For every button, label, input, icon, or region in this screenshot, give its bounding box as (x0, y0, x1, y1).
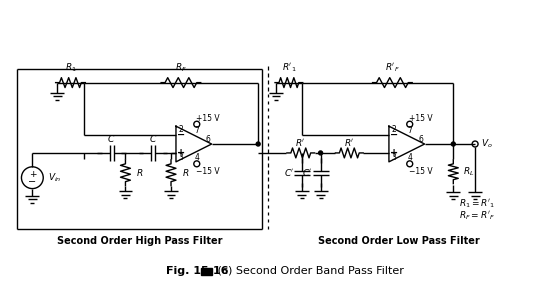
Text: 7: 7 (194, 126, 199, 135)
Text: (c) Second Order Band Pass Filter: (c) Second Order Band Pass Filter (214, 266, 403, 276)
Text: −: − (177, 130, 185, 140)
Text: $R_F$: $R_F$ (175, 61, 187, 74)
Circle shape (452, 142, 455, 146)
Text: +: + (177, 148, 185, 158)
Text: Second Order Low Pass Filter: Second Order Low Pass Filter (318, 236, 480, 246)
Text: −: − (28, 177, 37, 187)
Text: $V_{in}$: $V_{in}$ (48, 171, 61, 184)
Text: 4: 4 (407, 153, 412, 162)
Text: 4: 4 (194, 153, 199, 162)
Text: +: + (390, 148, 398, 158)
Text: 6: 6 (205, 135, 210, 144)
Text: Fig. 15.16: Fig. 15.16 (166, 266, 229, 276)
Text: 6: 6 (418, 135, 423, 144)
Text: −15 V: −15 V (409, 167, 433, 176)
Text: $R_1$: $R_1$ (65, 61, 76, 74)
Text: $R_F = R'_F$: $R_F = R'_F$ (459, 209, 495, 222)
Text: $C'$: $C'$ (284, 167, 294, 178)
Text: $C$: $C$ (149, 133, 157, 144)
Text: +15 V: +15 V (196, 114, 219, 123)
Text: −15 V: −15 V (196, 167, 219, 176)
Text: $C$: $C$ (107, 133, 116, 144)
Circle shape (319, 151, 322, 155)
Text: $R_1 = R'_1$: $R_1 = R'_1$ (459, 197, 495, 210)
Text: $R_L$: $R_L$ (463, 166, 475, 178)
Text: $R'_F$: $R'_F$ (385, 61, 400, 74)
Text: 3: 3 (178, 153, 183, 162)
Text: 2: 2 (178, 125, 183, 134)
Text: Second Order High Pass Filter: Second Order High Pass Filter (57, 236, 222, 246)
Text: 2: 2 (392, 125, 396, 134)
Text: $V_o$: $V_o$ (481, 138, 493, 150)
Text: $R'$: $R'$ (295, 137, 306, 147)
Text: $C'$: $C'$ (302, 167, 313, 178)
Text: 7: 7 (407, 126, 412, 135)
Circle shape (256, 142, 260, 146)
Text: +: + (29, 170, 36, 179)
Text: $R'_1$: $R'_1$ (281, 61, 296, 74)
Bar (201, 268, 212, 275)
Text: 3: 3 (392, 153, 396, 162)
Text: $R$: $R$ (136, 167, 143, 178)
Text: +15 V: +15 V (409, 114, 433, 123)
Text: $R'$: $R'$ (344, 137, 355, 147)
Text: $R$: $R$ (182, 167, 189, 178)
Text: −: − (390, 130, 398, 140)
